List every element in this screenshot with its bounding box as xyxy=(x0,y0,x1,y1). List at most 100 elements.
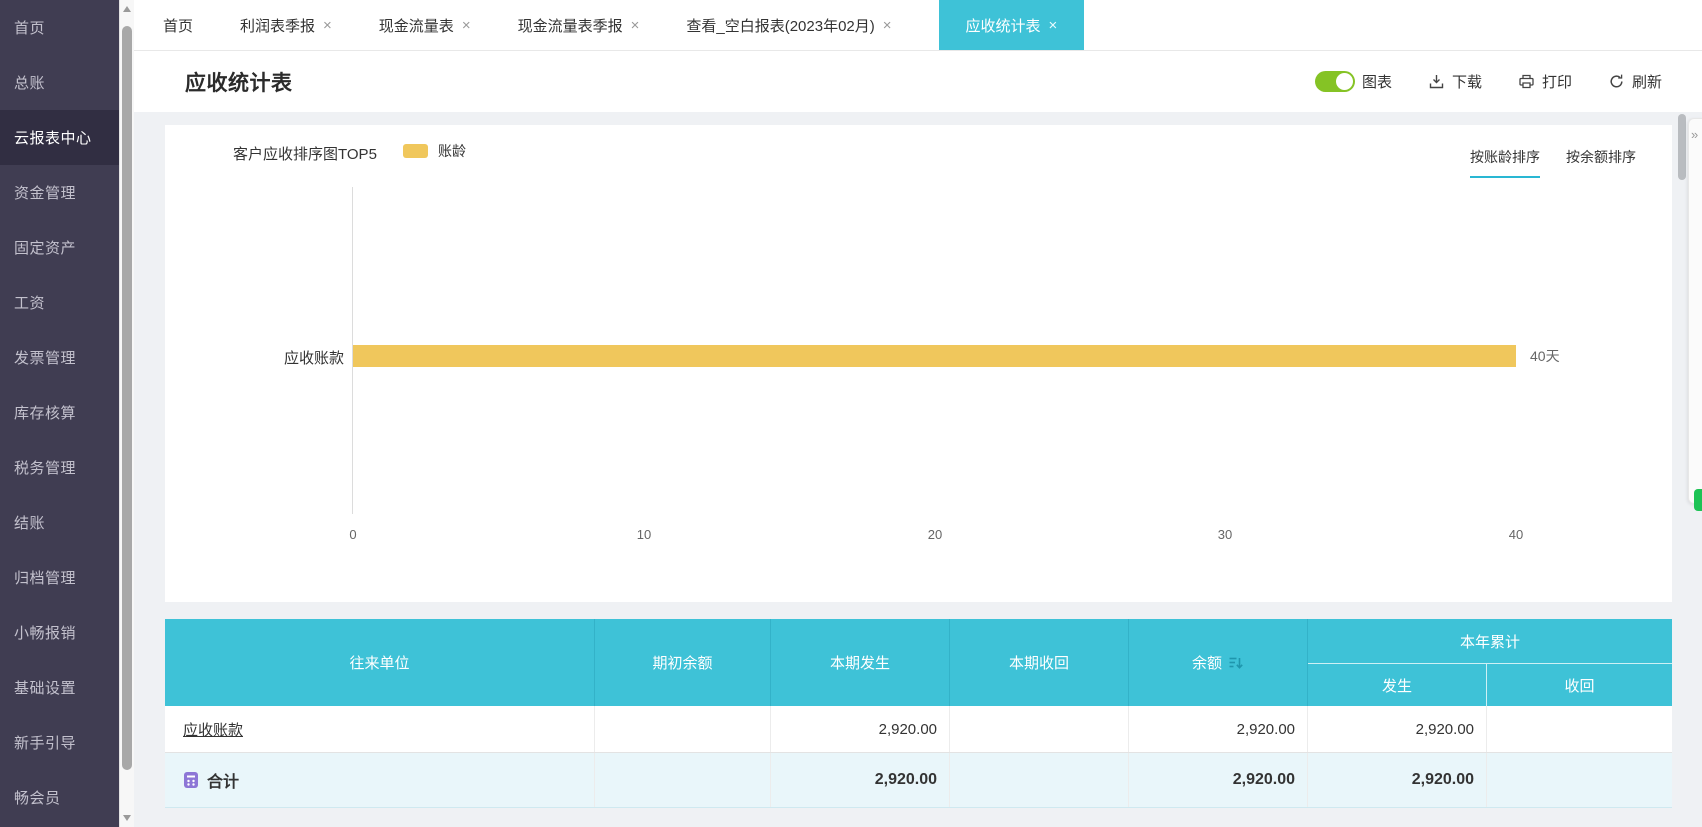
sidebar-item-label: 新手引导 xyxy=(14,735,77,752)
cell-total-current-collected xyxy=(950,753,1129,807)
tab-label: 现金流量表 xyxy=(378,17,454,35)
cell-opening-balance xyxy=(595,706,771,752)
sidebar-item-tax[interactable]: 税务管理 xyxy=(0,440,119,495)
sidebar-item-label: 库存核算 xyxy=(14,405,77,422)
cell-total-opening xyxy=(595,753,771,807)
floating-helper-handle[interactable] xyxy=(1694,489,1702,511)
sidebar-item-beginner-guide[interactable]: 新手引导 xyxy=(0,715,119,770)
chart-title: 客户应收排序图TOP5 xyxy=(233,146,377,163)
print-button[interactable]: 打印 xyxy=(1518,71,1572,92)
sidebar-item-label: 归档管理 xyxy=(14,570,77,587)
col-group-year-total: 本年累计 xyxy=(1459,633,1520,651)
refresh-label: 刷新 xyxy=(1631,74,1662,91)
legend-swatch-icon xyxy=(403,144,428,158)
x-tick-label: 40 xyxy=(1508,527,1524,542)
sidebar-scrollbar[interactable] xyxy=(119,0,134,827)
col-header-year-incurred: 发生 xyxy=(1308,663,1487,706)
col-header-current-collected: 本期收回 xyxy=(950,619,1129,706)
sidebar-item-funds[interactable]: 资金管理 xyxy=(0,165,119,220)
tab-receivables-stats[interactable]: 应收统计表 × xyxy=(938,0,1085,50)
tab-label: 首页 xyxy=(163,17,194,35)
bar-receivables xyxy=(353,345,1516,367)
receivables-row-link[interactable]: 应收账款 xyxy=(183,721,244,739)
main-area: 首页 利润表季报 × 现金流量表 × 现金流量表季报 × 查看_空白报表(202… xyxy=(133,0,1702,827)
bar-row: 40天 xyxy=(353,345,1560,367)
tab-close-icon[interactable]: × xyxy=(882,16,892,34)
printer-icon xyxy=(1518,73,1535,90)
sort-by-balance-tab[interactable]: 按余额排序 xyxy=(1566,149,1636,165)
y-axis-line xyxy=(352,187,353,514)
x-tick-label: 30 xyxy=(1217,527,1233,542)
scroll-down-icon[interactable] xyxy=(123,815,131,821)
sidebar-item-label: 畅会员 xyxy=(14,790,61,807)
sidebar-item-payroll[interactable]: 工资 xyxy=(0,275,119,330)
sidebar-item-label: 工资 xyxy=(14,295,46,312)
legend-label: 账龄 xyxy=(438,143,466,159)
print-label: 打印 xyxy=(1541,74,1572,91)
tab-cashflow-quarterly[interactable]: 现金流量表季报 × xyxy=(518,0,640,50)
tab-close-icon[interactable]: × xyxy=(461,16,471,34)
sort-by-aging-tab[interactable]: 按账龄排序 xyxy=(1470,147,1540,178)
y-axis-category-label: 应收账款 xyxy=(283,350,344,367)
sidebar-item-invoices[interactable]: 发票管理 xyxy=(0,330,119,385)
cell-year-incurred: 2,920.00 xyxy=(1308,706,1487,752)
sidebar-item-closing[interactable]: 结账 xyxy=(0,495,119,550)
table-header: 往来单位 期初余额 本期发生 本期收回 余额 本年累计 发生 收回 xyxy=(165,619,1672,706)
page-title: 应收统计表 xyxy=(185,71,293,95)
tab-close-icon[interactable]: × xyxy=(630,16,640,34)
cell-current-incurred: 2,920.00 xyxy=(771,706,950,752)
download-button[interactable]: 下载 xyxy=(1428,71,1482,92)
tab-home[interactable]: 首页 xyxy=(163,0,193,50)
sidebar-item-fixed-assets[interactable]: 固定资产 xyxy=(0,220,119,275)
refresh-button[interactable]: 刷新 xyxy=(1608,71,1662,92)
tab-label: 利润表季报 xyxy=(240,17,316,35)
chart-toggle-label: 图表 xyxy=(1361,74,1392,91)
sidebar-item-label: 固定资产 xyxy=(14,240,77,257)
sidebar-item-reimbursement[interactable]: 小畅报销 xyxy=(0,605,119,660)
collapsed-panel-strip[interactable]: » xyxy=(1688,118,1702,504)
scroll-up-icon[interactable] xyxy=(123,6,131,12)
chart-toggle-control[interactable]: 图表 xyxy=(1314,71,1392,92)
tab-label: 现金流量表季报 xyxy=(517,17,623,35)
chart-header: 客户应收排序图TOP5 账龄 按账龄排序 按余额排序 xyxy=(165,125,1672,178)
main-scrollbar-thumb[interactable] xyxy=(1678,114,1686,180)
sort-balance-icon[interactable] xyxy=(1228,655,1244,671)
tab-profit-quarterly[interactable]: 利润表季报 × xyxy=(240,0,332,50)
toolbar-controls: 图表 下载 打印 xyxy=(1314,71,1702,92)
legend-item-aging[interactable]: 账龄 xyxy=(403,141,466,161)
sidebar-item-label: 资金管理 xyxy=(14,185,77,202)
sidebar-scrollbar-thumb[interactable] xyxy=(122,26,132,770)
expand-panel-icon[interactable]: » xyxy=(1691,127,1699,142)
col-header-opening-balance: 期初余额 xyxy=(595,619,771,706)
tab-view-blank-report[interactable]: 查看_空白报表(2023年02月) × xyxy=(686,0,891,50)
sidebar-item-label: 小畅报销 xyxy=(14,625,77,642)
cell-current-collected xyxy=(950,706,1129,752)
sidebar-item-cloud-reports[interactable]: 云报表中心 xyxy=(0,110,119,165)
col-header-balance-label: 余额 xyxy=(1191,655,1222,672)
sidebar-item-label: 税务管理 xyxy=(14,460,77,477)
receivables-table: 往来单位 期初余额 本期发生 本期收回 余额 本年累计 发生 收回 xyxy=(165,619,1672,808)
sidebar-item-membership[interactable]: 畅会员 xyxy=(0,770,119,825)
chart-sort-tabs: 按账龄排序 按余额排序 xyxy=(1470,147,1636,178)
cell-total-balance: 2,920.00 xyxy=(1129,753,1308,807)
sidebar-item-home[interactable]: 首页 xyxy=(0,0,119,55)
col-header-balance: 余额 xyxy=(1129,619,1308,706)
tab-close-icon[interactable]: × xyxy=(1048,16,1058,34)
bar-value-label: 40天 xyxy=(1530,348,1560,364)
sidebar-item-basic-settings[interactable]: 基础设置 xyxy=(0,660,119,715)
tab-close-icon[interactable]: × xyxy=(323,16,332,34)
tab-cashflow[interactable]: 现金流量表 × xyxy=(379,0,471,50)
col-header-year-collected: 收回 xyxy=(1487,663,1672,706)
sidebar-item-archive[interactable]: 归档管理 xyxy=(0,550,119,605)
sidebar-item-label: 总账 xyxy=(14,75,46,92)
col-header-current-incurred: 本期发生 xyxy=(771,619,950,706)
cell-total-year-collected xyxy=(1487,753,1672,807)
table-row: 应收账款 2,920.00 2,920.00 2,920.00 xyxy=(165,706,1672,753)
sidebar-item-label: 云报表中心 xyxy=(14,130,92,147)
sidebar-item-label: 发票管理 xyxy=(14,350,77,367)
sidebar-item-inventory[interactable]: 库存核算 xyxy=(0,385,119,440)
chart-panel: 客户应收排序图TOP5 账龄 按账龄排序 按余额排序 应收账款 40天 0 10… xyxy=(165,125,1672,602)
sidebar-item-label: 首页 xyxy=(14,20,46,37)
chart-toggle-switch[interactable] xyxy=(1314,71,1355,92)
sidebar-item-general-ledger[interactable]: 总账 xyxy=(0,55,119,110)
